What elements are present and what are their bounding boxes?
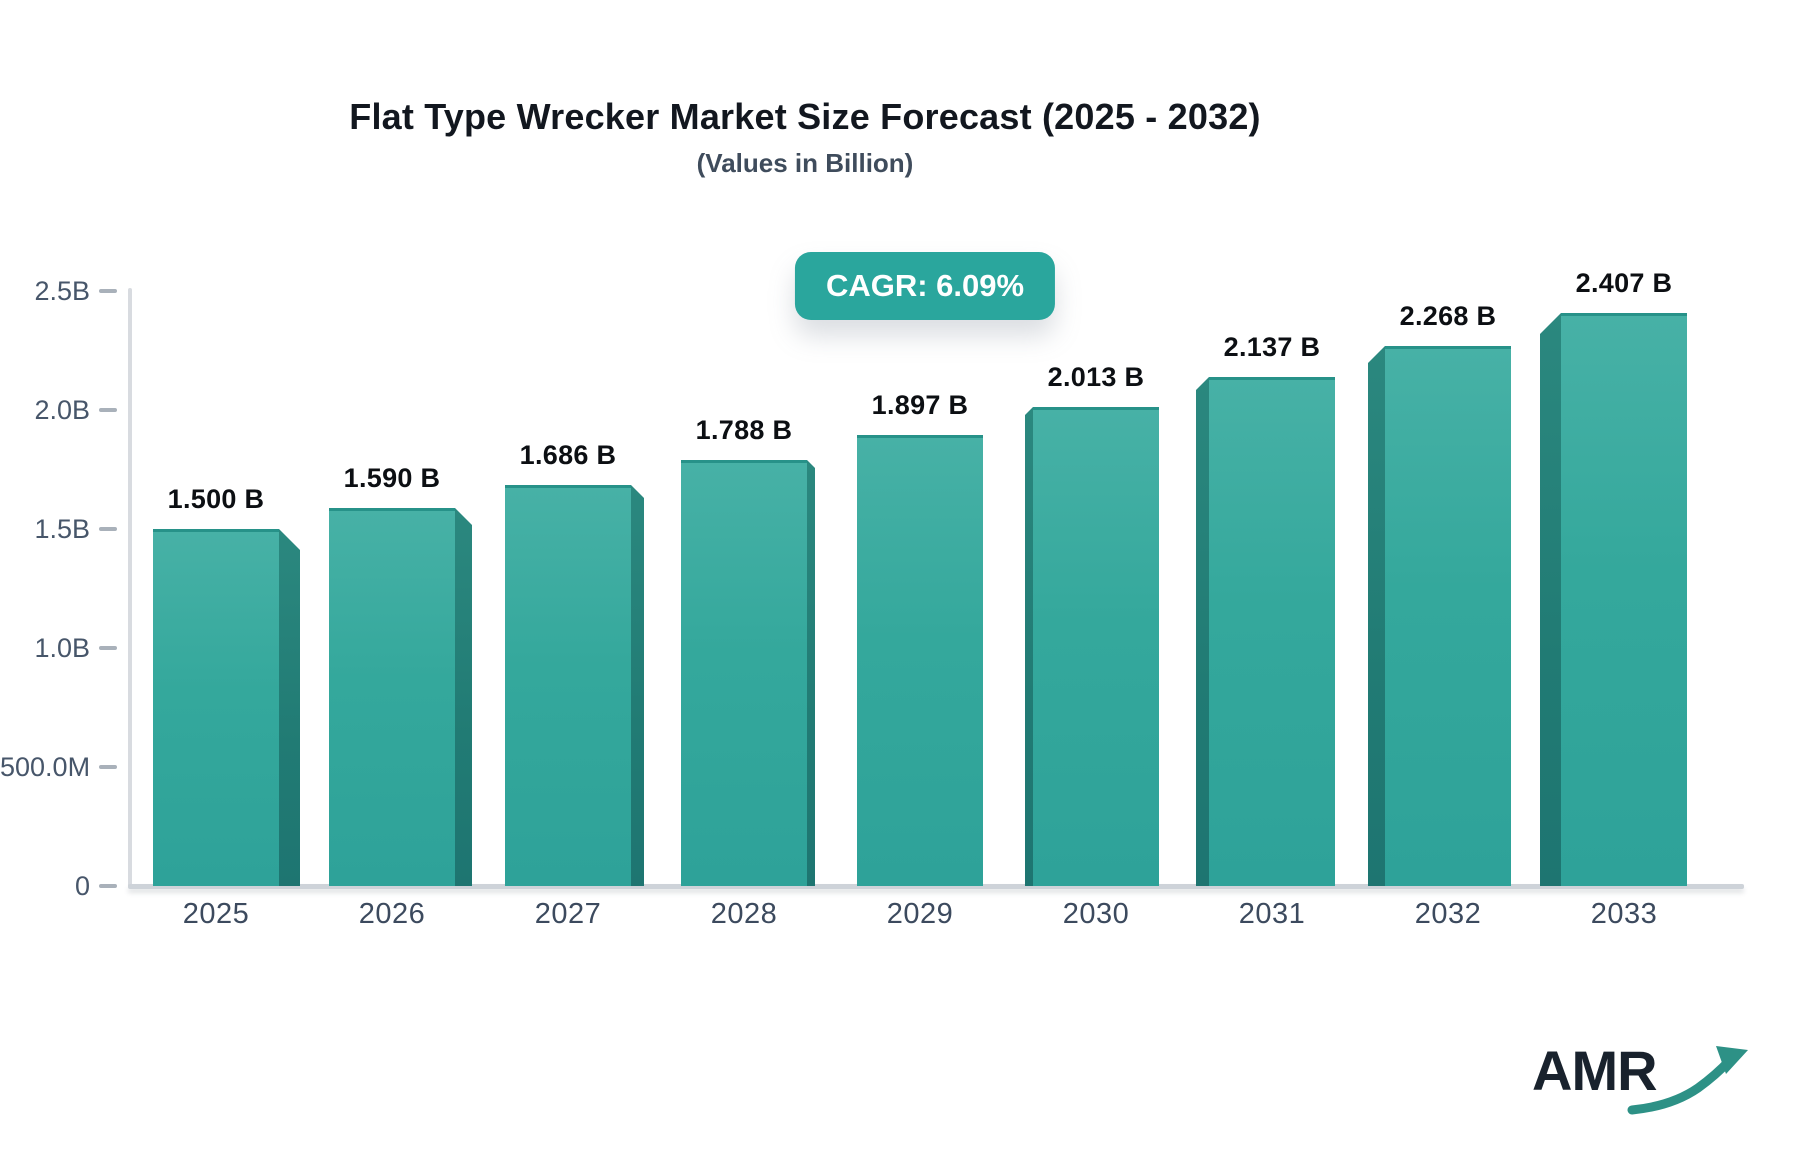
bar-side-2030 [1025, 407, 1033, 886]
bar-side-2028 [807, 460, 815, 886]
chart-subtitle: (Values in Billion) [696, 148, 914, 178]
bar-value-label-2033: 2.407 B [1575, 268, 1673, 298]
x-tick-label-2032: 2032 [1414, 898, 1482, 930]
bar-value-label-2030: 2.013 B [1047, 362, 1145, 392]
bar-2029[interactable] [857, 435, 983, 886]
x-tick-label-2033: 2033 [1590, 898, 1658, 930]
bar-value-label-2032: 2.268 B [1399, 301, 1497, 331]
y-tick-label-1: 2.0B [34, 395, 90, 425]
x-axis-line [128, 884, 1744, 889]
y-tick-label-5: 0 [74, 871, 90, 901]
y-tick-dash-2 [99, 527, 117, 531]
trend-up-arrow-icon [1627, 1046, 1748, 1115]
x-tick-label-2027: 2027 [534, 898, 602, 930]
brand-logo: AMR [1532, 1038, 1762, 1128]
y-axis-line [128, 288, 132, 888]
x-tick-label-2030: 2030 [1062, 898, 1130, 930]
bar-side-2032 [1368, 346, 1385, 886]
x-tick-label-2031: 2031 [1238, 898, 1306, 930]
bar-side-2027 [631, 485, 644, 886]
y-tick-dash-0 [99, 289, 117, 293]
y-tick-label-4: 500.0M [0, 752, 91, 782]
bar-2025[interactable] [153, 529, 279, 886]
bar-2032[interactable] [1385, 346, 1511, 886]
bar-value-label-2029: 1.897 B [871, 390, 969, 420]
bar-2030[interactable] [1033, 407, 1159, 886]
bar-value-label-2025: 1.500 B [167, 484, 265, 514]
bar-2028[interactable] [681, 460, 807, 886]
x-tick-label-2029: 2029 [886, 898, 954, 930]
bar-side-2031 [1196, 377, 1209, 886]
y-tick-dash-3 [99, 646, 117, 650]
y-tick-dash-1 [99, 408, 117, 412]
chart-title: Flat Type Wrecker Market Size Forecast (… [349, 96, 1261, 137]
cagr-badge: CAGR: 6.09% [794, 252, 1056, 320]
x-tick-label-2028: 2028 [710, 898, 778, 930]
bar-side-2025 [279, 529, 300, 886]
bar-value-label-2028: 1.788 B [695, 415, 793, 445]
y-tick-label-2: 1.5B [34, 514, 90, 544]
x-tick-label-2025: 2025 [182, 898, 250, 930]
bar-2027[interactable] [505, 485, 631, 886]
bar-value-label-2031: 2.137 B [1223, 332, 1321, 362]
y-tick-dash-5 [99, 884, 117, 888]
x-tick-label-2026: 2026 [358, 898, 426, 930]
y-tick-dash-4 [99, 765, 117, 769]
y-tick-label-3: 1.0B [34, 633, 90, 663]
bar-2031[interactable] [1209, 377, 1335, 886]
bar-value-label-2026: 1.590 B [343, 463, 441, 493]
bar-side-2033 [1540, 313, 1561, 886]
brand-logo-text: AMR [1532, 1039, 1658, 1102]
y-tick-label-0: 2.5B [34, 276, 90, 306]
bar-2026[interactable] [329, 508, 455, 886]
bar-2033[interactable] [1561, 313, 1687, 886]
bar-value-label-2027: 1.686 B [519, 440, 617, 470]
bar-side-2026 [455, 508, 472, 886]
